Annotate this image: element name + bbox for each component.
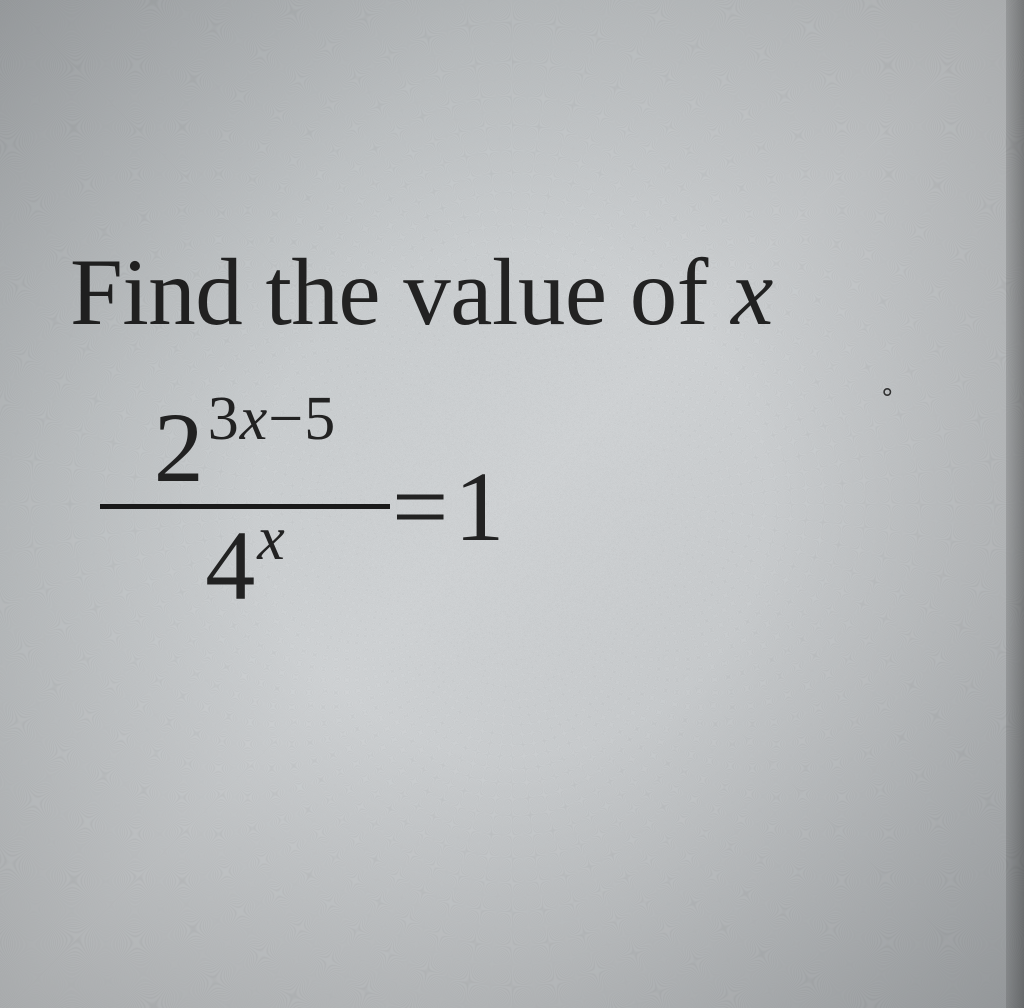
stray-mark: ˚ [881,380,894,427]
numerator-base: 2 [154,395,204,500]
exp-const: −5 [268,385,336,453]
fraction: 2 3x−5 4 x [100,395,390,618]
page-edge-shadow [1006,0,1024,1008]
question-prompt: Find the value of x [70,240,1004,345]
equals-sign: = [392,449,448,564]
fraction-bar [100,504,390,509]
content-region: Find the value of x 2 3x−5 4 x = 1 [70,240,1004,618]
rhs-value: 1 [454,449,504,564]
denominator-base: 4 [205,513,255,618]
equation: 2 3x−5 4 x = 1 [100,395,1004,618]
denominator: 4 x [187,513,303,618]
prompt-text: Find the value of [70,239,731,345]
numerator: 2 3x−5 [136,395,355,500]
exp-var: x [240,385,269,453]
denominator-exponent: x [257,507,285,572]
numerator-exponent: 3x−5 [208,387,337,452]
prompt-variable: x [731,239,773,345]
exp-coef: 3 [208,385,240,453]
